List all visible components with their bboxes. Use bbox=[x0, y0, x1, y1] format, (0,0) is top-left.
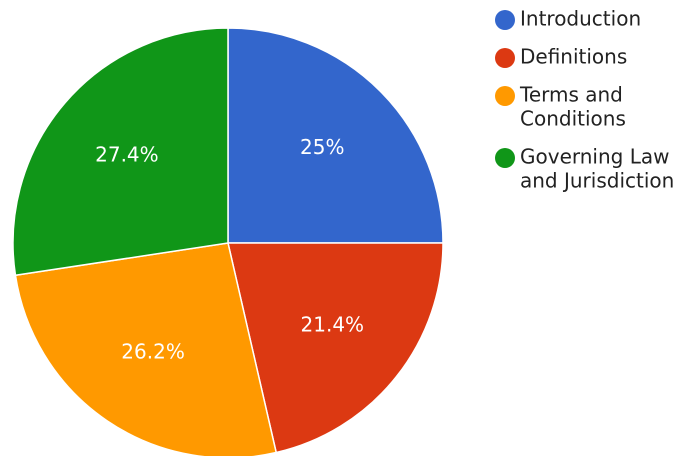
legend: Introduction Definitions Terms andConditio… bbox=[495, 7, 674, 193]
legend-label: and Jurisdiction bbox=[520, 169, 674, 193]
slice-value-label: 27.4% bbox=[95, 143, 159, 167]
legend-marker bbox=[495, 86, 515, 106]
slice-value-label: 25% bbox=[300, 135, 344, 159]
pie-slice-governing-law-and-jurisdiction[interactable] bbox=[12, 27, 229, 277]
slice-value-label: 26.2% bbox=[121, 340, 185, 364]
legend-marker bbox=[495, 10, 515, 30]
legend-marker bbox=[495, 148, 515, 168]
pie-slice-introduction[interactable] bbox=[227, 27, 444, 244]
legend-label: Definitions bbox=[520, 45, 627, 69]
slice-value-label: 21.4% bbox=[301, 313, 365, 337]
legend-label: Introduction bbox=[520, 7, 641, 31]
pie-labels: 25% 21.4% 26.2% 27.4% bbox=[95, 135, 364, 364]
legend-marker bbox=[495, 48, 515, 68]
pie-slices bbox=[12, 27, 444, 456]
legend-item-introduction[interactable]: Introduction bbox=[495, 7, 641, 31]
legend-label: Governing Law bbox=[520, 145, 669, 169]
pie-slice-definitions[interactable] bbox=[227, 242, 444, 454]
legend-item-definitions[interactable]: Definitions bbox=[495, 45, 627, 69]
legend-label: Terms and bbox=[519, 83, 623, 107]
pie-slice-terms-and-conditions[interactable] bbox=[14, 242, 278, 456]
legend-label: Conditions bbox=[520, 107, 626, 131]
